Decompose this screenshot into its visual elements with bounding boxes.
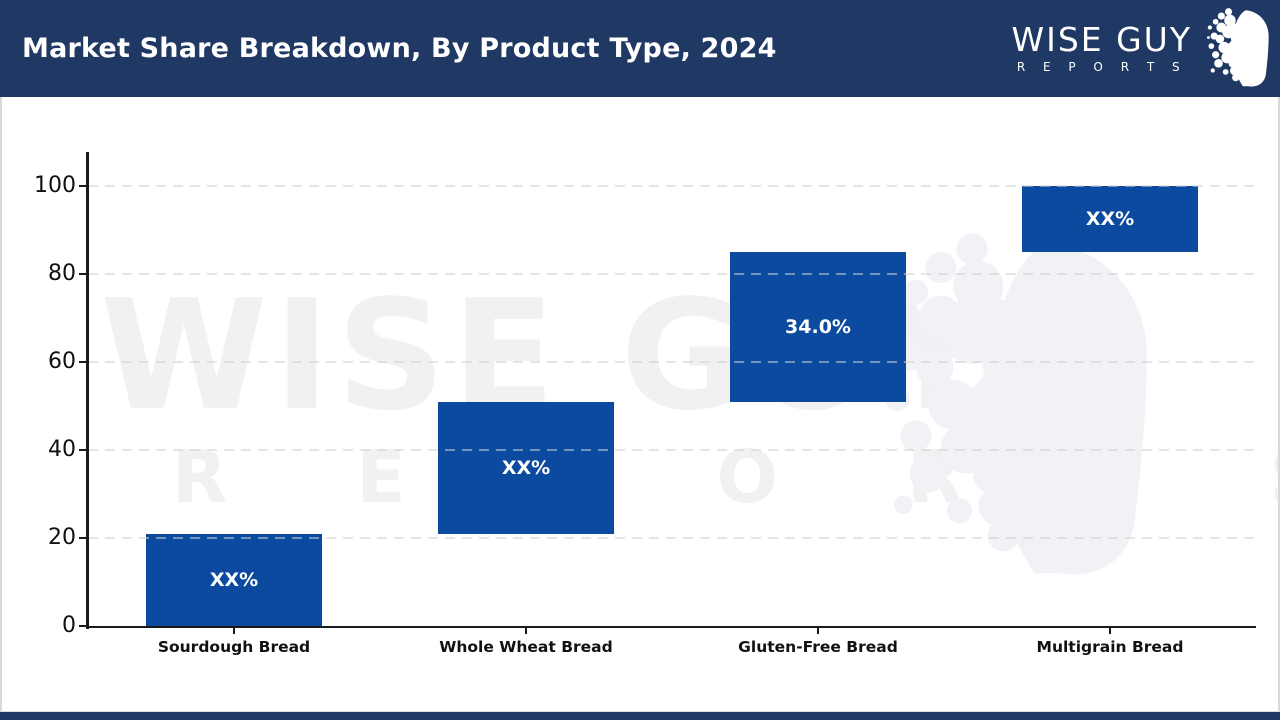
- x-category-label: Gluten-Free Bread: [738, 638, 898, 656]
- brand-name: WISE GUY: [1011, 20, 1192, 60]
- brand-head-icon: [1207, 8, 1269, 87]
- footer-bar: [0, 712, 1280, 720]
- header-bar: Market Share Breakdown, By Product Type,…: [0, 0, 1280, 97]
- bar-value-label: XX%: [501, 456, 551, 479]
- y-tick-mark: [79, 273, 87, 275]
- bar-value-label: 34.0%: [785, 315, 851, 338]
- x-category-label: Sourdough Bread: [157, 638, 311, 656]
- y-axis-spine: [86, 152, 89, 629]
- y-tick-mark: [79, 449, 87, 451]
- gridline-80: [88, 273, 1255, 275]
- y-tick-mark: [79, 625, 87, 627]
- y-tick-label: 40: [48, 437, 76, 462]
- x-tick-mark: [525, 628, 527, 634]
- gridline-60: [88, 361, 1255, 363]
- y-tick-label: 60: [48, 349, 76, 374]
- x-tick-mark: [817, 628, 819, 634]
- page-title: Market Share Breakdown, By Product Type,…: [22, 33, 777, 64]
- x-category-label: Multigrain Bread: [1036, 638, 1184, 656]
- page-border-left: [0, 97, 2, 712]
- y-tick-label: 80: [48, 261, 76, 286]
- y-tick-mark: [79, 361, 87, 363]
- y-tick-mark: [79, 185, 87, 187]
- bar-segment: 34.0%: [730, 252, 906, 402]
- page-border-right: [1278, 97, 1280, 712]
- bar-segment: XX%: [146, 533, 322, 626]
- gridline-40: [88, 449, 1255, 451]
- x-tick-mark: [233, 628, 235, 634]
- bar-segment: XX%: [1022, 186, 1198, 252]
- x-category-label: Whole Wheat Bread: [439, 638, 613, 656]
- waterfall-chart: 0 20 40 60 80 100 XX% XX% 34.0% XX% Sourdough Brea…: [0, 97, 1280, 712]
- footer-divider: [0, 711, 1280, 712]
- bar-segment: XX%: [438, 401, 614, 534]
- bar-value-label: XX%: [1085, 208, 1135, 230]
- brand-wordmark: WISE GUY R E P O R T S: [1011, 23, 1192, 74]
- gridline-20: [88, 537, 1255, 539]
- x-axis-spine: [86, 625, 1256, 628]
- brand-reports-label: R E P O R T S: [1016, 59, 1187, 74]
- y-tick-label: 100: [34, 173, 76, 198]
- brand-logo: WISE GUY R E P O R T S: [1011, 0, 1280, 97]
- y-tick-label: 20: [48, 525, 76, 550]
- x-tick-mark: [1109, 628, 1111, 634]
- chart-canvas: WISE GUY R E P O R T S 0 20 40 60 80 100 XX% XX…: [0, 97, 1280, 712]
- gridline-100: [88, 185, 1255, 187]
- bar-value-label: XX%: [209, 568, 259, 591]
- y-tick-label: 0: [62, 613, 76, 638]
- y-tick-mark: [79, 537, 87, 539]
